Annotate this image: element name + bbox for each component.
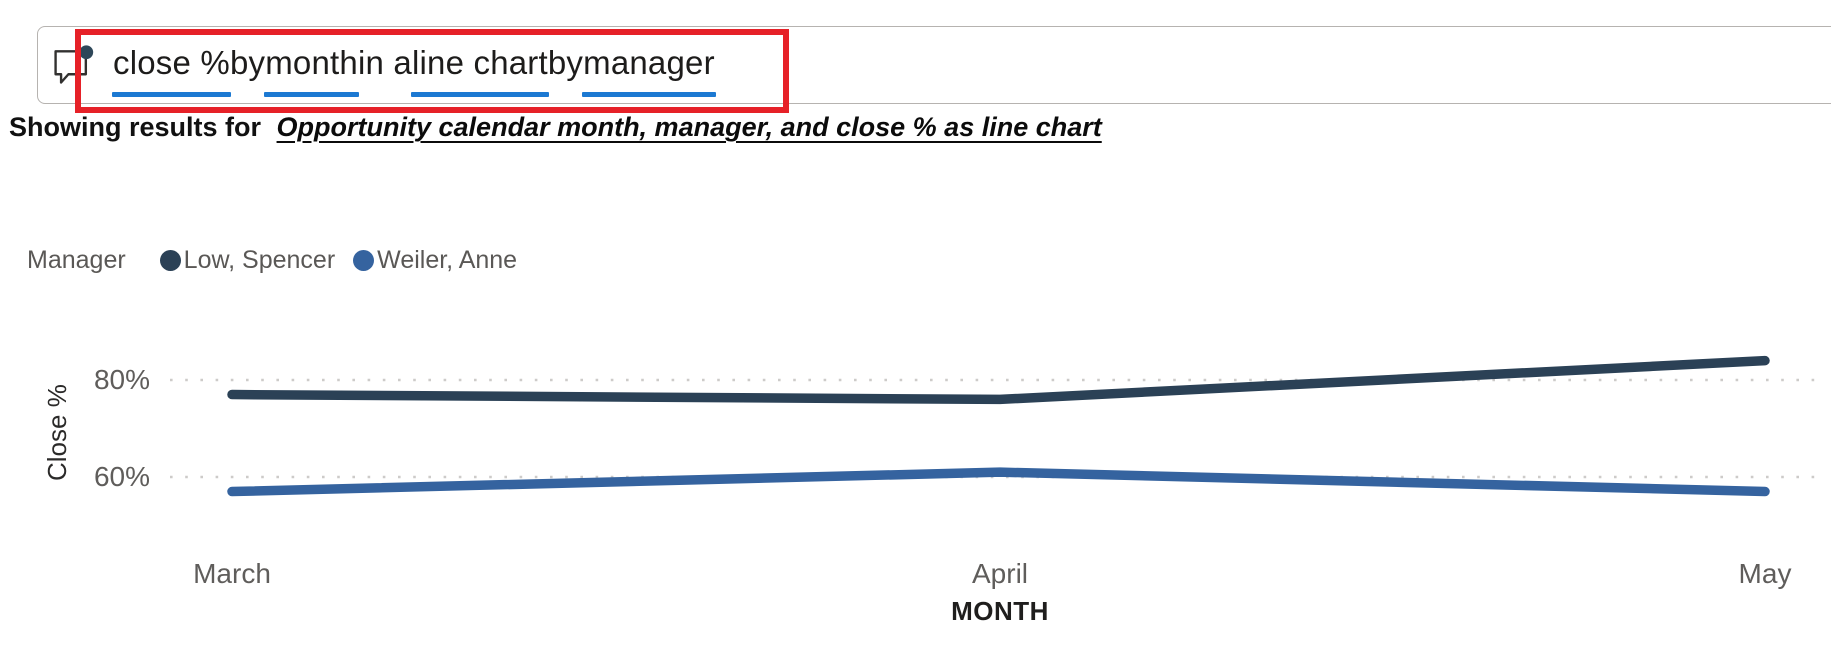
x-axis-tick-may: May xyxy=(1738,558,1792,589)
query-filler-by-2: by xyxy=(547,44,584,81)
legend-item-label: Low, Spencer xyxy=(183,246,336,274)
line-chart: Close % 80% 60% March April May MONTH xyxy=(0,280,1831,655)
query-term-month[interactable]: month xyxy=(264,44,359,97)
qna-chat-icon-svg xyxy=(54,45,94,84)
legend-title: Manager xyxy=(27,246,126,274)
query-term-close-pct[interactable]: close % xyxy=(112,44,231,97)
chart-legend: Manager Low, Spencer Weiler, Anne xyxy=(27,246,535,275)
legend-item-low-spencer[interactable]: Low, Spencer xyxy=(159,246,336,275)
legend-dot-icon xyxy=(159,250,181,271)
x-axis-tick-march: March xyxy=(193,558,271,589)
line-chart-plot-area xyxy=(170,355,1818,497)
query-filler-by: by xyxy=(229,44,266,81)
series-line-weiler-anne[interactable] xyxy=(227,467,1770,497)
result-prefix-label: Showing results for xyxy=(9,112,262,142)
legend-dot-icon xyxy=(353,250,375,271)
question-input-box[interactable]: close % by month in a line chart by mana… xyxy=(37,26,1831,104)
result-interpretation-line: Showing results for Opportunity calendar… xyxy=(9,112,1102,143)
query-term-line-chart[interactable]: line chart xyxy=(410,44,549,97)
legend-item-label: Weiler, Anne xyxy=(377,246,518,274)
query-filler-in-a: in a xyxy=(357,44,412,81)
x-axis-title: MONTH xyxy=(951,596,1049,626)
y-axis-tick-80: 80% xyxy=(93,364,150,395)
query-text[interactable]: close % by month in a line chart by mana… xyxy=(112,44,716,97)
result-interpretation-link[interactable]: Opportunity calendar month, manager, and… xyxy=(276,112,1102,142)
legend-item-weiler-anne[interactable]: Weiler, Anne xyxy=(353,246,517,275)
x-axis-tick-april: April xyxy=(971,558,1029,589)
series-line-low-spencer[interactable] xyxy=(227,355,1770,405)
qna-chat-icon xyxy=(51,43,95,89)
query-term-manager[interactable]: manager xyxy=(582,44,716,97)
y-axis-tick-60: 60% xyxy=(93,461,150,492)
